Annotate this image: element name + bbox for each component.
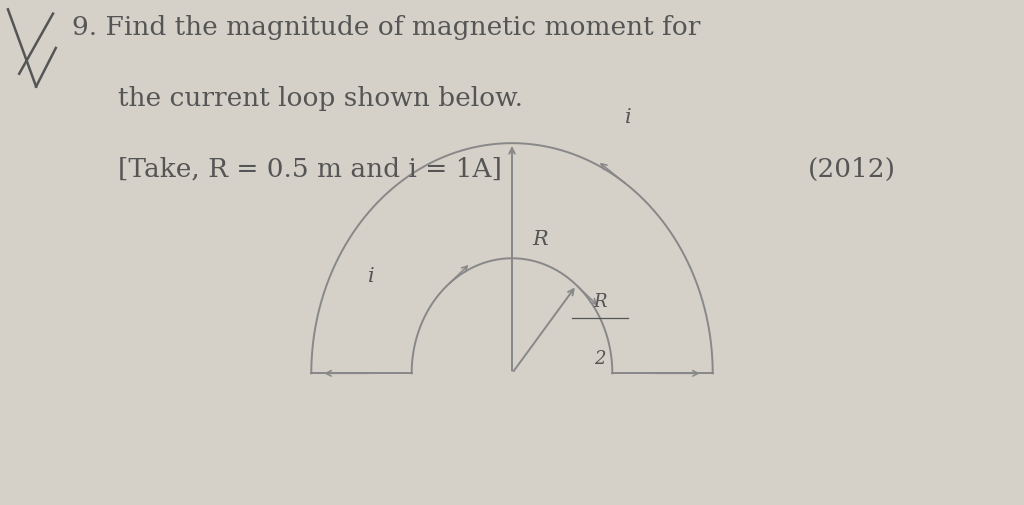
Text: i: i	[369, 267, 375, 286]
Text: 2: 2	[595, 350, 606, 368]
Text: R: R	[594, 293, 607, 311]
Text: [Take, R = 0.5 m and i = 1A]: [Take, R = 0.5 m and i = 1A]	[118, 157, 502, 182]
Text: i: i	[625, 108, 632, 127]
Text: R: R	[532, 230, 548, 249]
Text: 9. Find the magnitude of magnetic moment for: 9. Find the magnitude of magnetic moment…	[72, 15, 700, 40]
Text: the current loop shown below.: the current loop shown below.	[118, 86, 523, 111]
Text: (2012): (2012)	[808, 157, 896, 182]
